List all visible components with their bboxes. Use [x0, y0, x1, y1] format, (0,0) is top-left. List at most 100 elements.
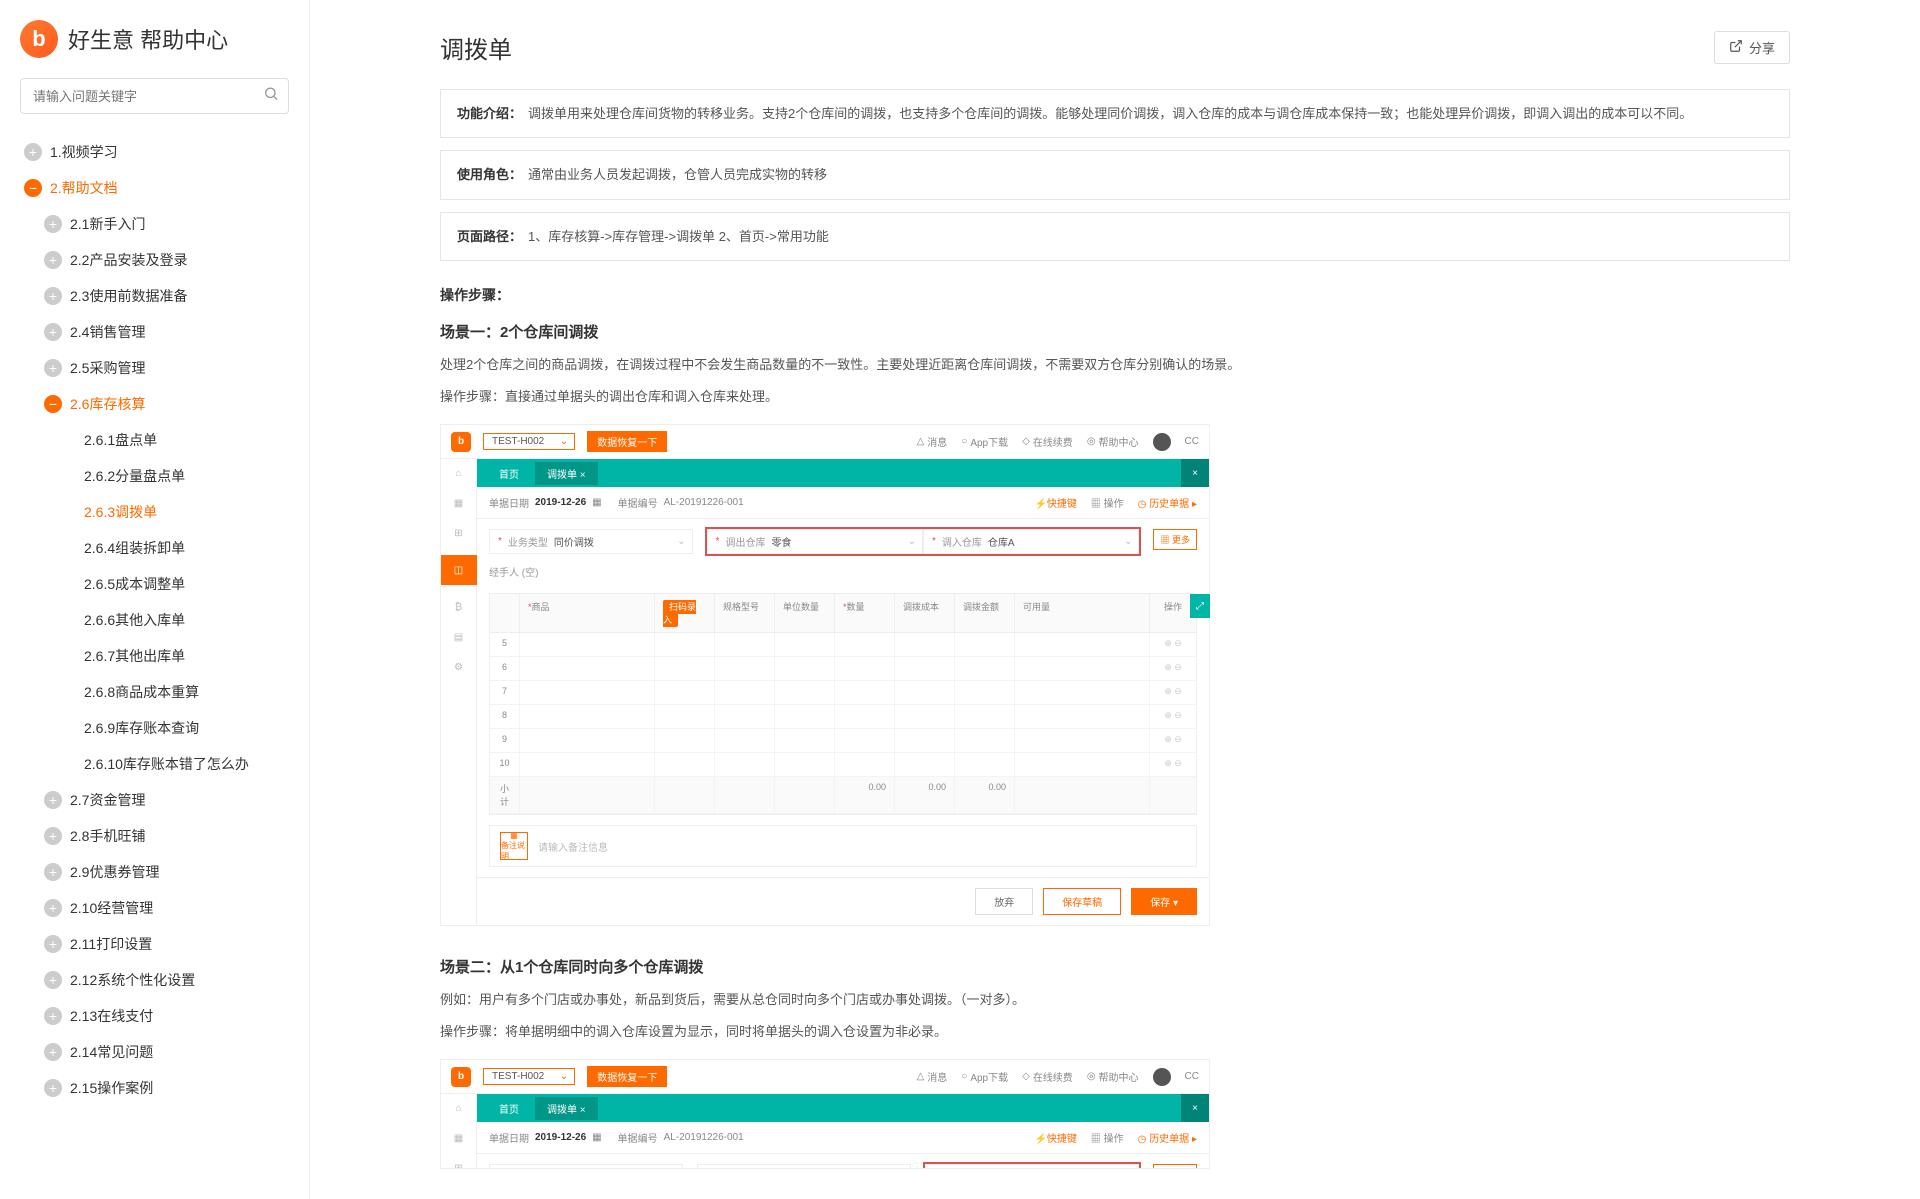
money-icon: ₿ [451, 599, 467, 615]
stock-icon: ◫ [441, 555, 477, 585]
nav-l2-13[interactable]: +2.14常见问题 [20, 1034, 289, 1070]
nav-l3-6[interactable]: 2.6.7其他出库单 [20, 638, 289, 674]
nav-l2-0[interactable]: +2.1新手入门 [20, 206, 289, 242]
plus-icon: + [44, 863, 62, 881]
plus-icon: + [44, 251, 62, 269]
expand-icon: ⤢ [1190, 594, 1210, 618]
nav-l3-3[interactable]: 2.6.4组装拆卸单 [20, 530, 289, 566]
cart-icon: ⊞ [451, 525, 467, 541]
nav-l3-1[interactable]: 2.6.2分量盘点单 [20, 458, 289, 494]
logo: b 好生意 帮助中心 [20, 20, 289, 58]
nav-l3-9[interactable]: 2.6.10库存账本错了怎么办 [20, 746, 289, 782]
minus-icon: − [44, 395, 62, 413]
nav-l2-7[interactable]: +2.8手机旺铺 [20, 818, 289, 854]
mock-draft-btn: 保存草稿 [1043, 888, 1121, 915]
plus-icon: + [44, 215, 62, 233]
main-content: 调拨单 分享 功能介绍： 调拨单用来处理仓库间货物的转移业务。支持2个仓库间的调拨… [310, 0, 1920, 1199]
nav-l2-1[interactable]: +2.2产品安装及登录 [20, 242, 289, 278]
nav-l2-10[interactable]: +2.11打印设置 [20, 926, 289, 962]
nav-l3-0[interactable]: 2.6.1盘点单 [20, 422, 289, 458]
nav-tree: + 1.视频学习 − 2.帮助文档 +2.1新手入门 +2.2产品安装及登录 +… [20, 134, 289, 1106]
mock-store-select: TEST-H002 [483, 1068, 575, 1085]
nav-l2-8[interactable]: +2.9优惠券管理 [20, 854, 289, 890]
path-label: 页面路径： [457, 229, 522, 244]
minus-icon: − [24, 179, 42, 197]
scene2-p1: 例如：用户有多个门店或办事处，新品到货后，需要从总仓同时向多个门店或办事处调拨。… [440, 987, 1790, 1013]
page-title: 调拨单 [440, 30, 512, 65]
nav-l1-docs[interactable]: − 2.帮助文档 [20, 170, 289, 206]
role-text: 通常由业务人员发起调拨，仓管人员完成实物的转移 [528, 167, 827, 182]
share-label: 分享 [1749, 38, 1775, 57]
nav-l2-2[interactable]: +2.3使用前数据准备 [20, 278, 289, 314]
role-label: 使用角色： [457, 167, 522, 182]
plus-icon: + [44, 1007, 62, 1025]
intro-box: 功能介绍： 调拨单用来处理仓库间货物的转移业务。支持2个仓库间的调拨，也支持多个仓… [440, 89, 1790, 138]
nav-l3-2[interactable]: 2.6.3调拨单 [20, 494, 289, 530]
mock-screenshot-2: b TEST-H002 数据恢复一下 △消息 ○App下载 ◇在线续费 ◎帮助中… [440, 1059, 1210, 1169]
note-icon: ▦备注说明 [500, 832, 528, 860]
mock-history: ◷ 历史单据 ▸ [1138, 495, 1197, 510]
scene1-title: 场景一：2个仓库间调拨 [440, 321, 1790, 342]
search-input[interactable] [20, 78, 289, 114]
mock-avatar [1153, 433, 1171, 451]
plus-icon: + [44, 971, 62, 989]
scene1-p2: 操作步骤：直接通过单据头的调出仓库和调入仓库来处理。 [440, 384, 1790, 410]
doc-icon: ▦ [451, 495, 467, 511]
mock-fastkey: ⚡快捷键 [1034, 495, 1076, 510]
nav-l3-4[interactable]: 2.6.5成本调整单 [20, 566, 289, 602]
intro-text: 调拨单用来处理仓库间货物的转移业务。支持2个仓库间的调拨，也支持多个仓库间的调拨… [528, 106, 1692, 121]
mock-tab-doc: 调拨单 × [535, 462, 598, 485]
mock-table: ⤢ *商品 扫码录入 规格型号 单位数量 *数量 调拨成本 调拨金额 可用量 [489, 593, 1197, 815]
sidebar: b 好生意 帮助中心 + 1.视频学习 − 2.帮助文档 +2.1新手入门 +2… [0, 0, 310, 1199]
plus-icon: + [44, 287, 62, 305]
mock-restore-btn: 数据恢复一下 [587, 1066, 667, 1087]
nav-l2-12[interactable]: +2.13在线支付 [20, 998, 289, 1034]
setting-icon: ⚙ [451, 659, 467, 675]
nav-l2-5[interactable]: −2.6库存核算 [20, 386, 289, 422]
nav-l2-14[interactable]: +2.15操作案例 [20, 1070, 289, 1106]
plus-icon: + [44, 1043, 62, 1061]
share-icon [1729, 39, 1743, 56]
intro-label: 功能介绍： [457, 106, 522, 121]
scene1-p1: 处理2个仓库之间的商品调拨，在调拨过程中不会发生商品数量的不一致性。主要处理近距… [440, 352, 1790, 378]
mock-app: ○App下载 [961, 434, 1008, 449]
nav-l2-6[interactable]: +2.7资金管理 [20, 782, 289, 818]
nav-l3-8[interactable]: 2.6.9库存账本查询 [20, 710, 289, 746]
search-icon[interactable] [263, 86, 279, 107]
close-icon: × [1181, 459, 1209, 487]
plus-icon: + [44, 827, 62, 845]
nav-l2-4[interactable]: +2.5采购管理 [20, 350, 289, 386]
mock-tab-home: 首页 [487, 462, 531, 485]
home-icon: ⌂ [451, 465, 467, 481]
nav-l2-11[interactable]: +2.12系统个性化设置 [20, 962, 289, 998]
nav-l2-3[interactable]: +2.4销售管理 [20, 314, 289, 350]
steps-title: 操作步骤： [440, 285, 1790, 305]
nav-l2-9[interactable]: +2.10经营管理 [20, 890, 289, 926]
plus-icon: + [24, 143, 42, 161]
mock-biztype: *业务类型 同价调拨 [489, 529, 693, 554]
mock-logo-icon: b [451, 432, 471, 452]
plus-icon: + [44, 791, 62, 809]
mock-screenshot-1: b TEST-H002 数据恢复一下 △消息 ○App下载 ◇在线续费 ◎帮助中… [440, 424, 1210, 926]
mock-msg: △消息 [917, 434, 948, 449]
mock-more-btn: ▦ 更多 [1153, 529, 1197, 550]
plus-icon: + [44, 935, 62, 953]
plus-icon: + [44, 899, 62, 917]
nav-l3-5[interactable]: 2.6.6其他入库单 [20, 602, 289, 638]
path-text: 1、库存核算->库存管理->调拨单 2、首页->常用功能 [528, 229, 829, 244]
plus-icon: + [44, 323, 62, 341]
mock-discard-btn: 放弃 [975, 888, 1033, 915]
mock-in-wh: *调入仓库 仓库A [923, 529, 1139, 554]
path-box: 页面路径： 1、库存核算->库存管理->调拨单 2、首页->常用功能 [440, 212, 1790, 261]
mock-restore-btn: 数据恢复一下 [587, 431, 667, 452]
nav-l1-video[interactable]: + 1.视频学习 [20, 134, 289, 170]
mock-save-btn: 保存 [1131, 888, 1197, 915]
mock-logo-icon: b [451, 1067, 471, 1087]
role-box: 使用角色： 通常由业务人员发起调拨，仓管人员完成实物的转移 [440, 150, 1790, 199]
app-title: 好生意 帮助中心 [68, 23, 228, 55]
share-button[interactable]: 分享 [1714, 31, 1790, 64]
nav-l3-7[interactable]: 2.6.8商品成本重算 [20, 674, 289, 710]
mock-renew: ◇在线续费 [1022, 434, 1073, 449]
mock-store-select: TEST-H002 [483, 433, 575, 450]
plus-icon: + [44, 359, 62, 377]
